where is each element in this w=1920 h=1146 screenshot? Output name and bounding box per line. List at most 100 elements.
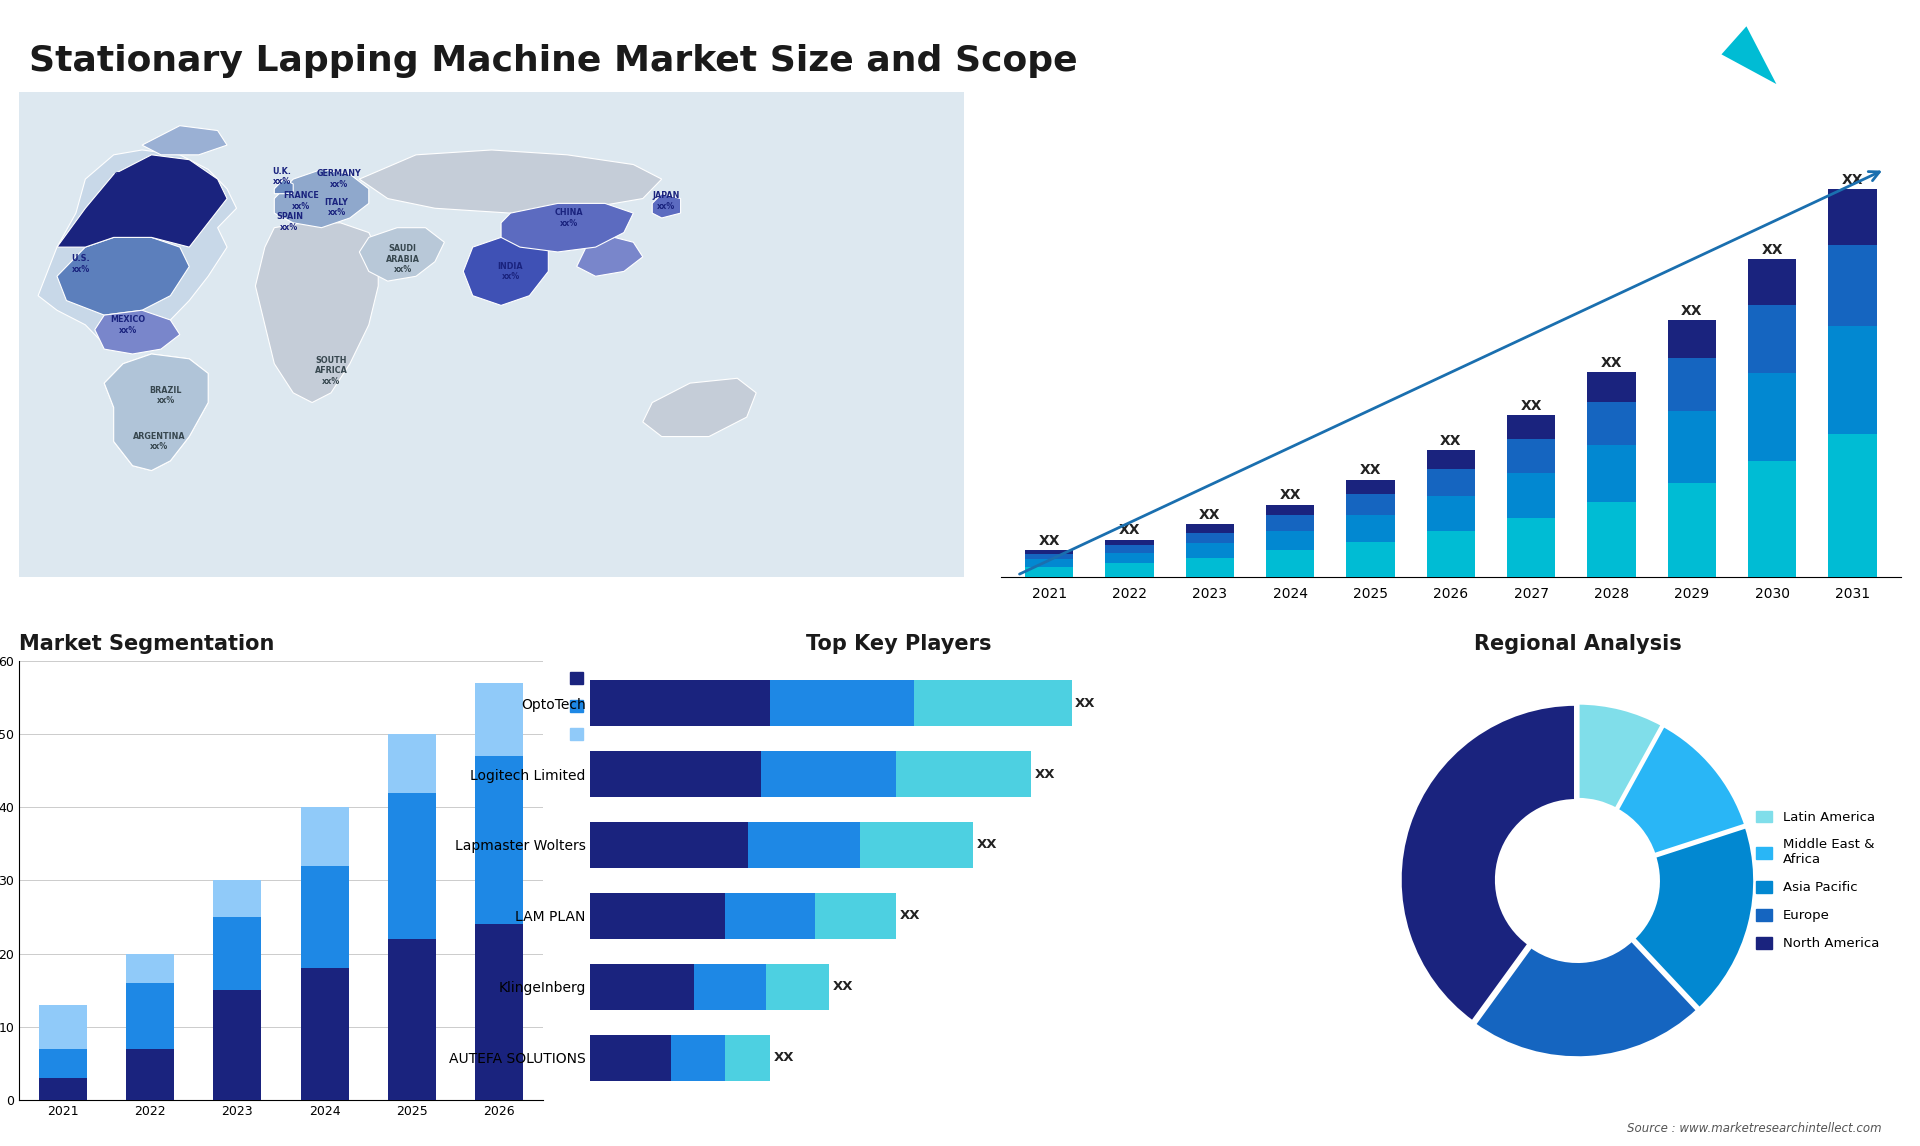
Bar: [127, 953, 175, 983]
Bar: [1507, 415, 1555, 439]
Bar: [1106, 545, 1154, 554]
Text: CHINA
xx%: CHINA xx%: [555, 209, 584, 228]
Bar: [1187, 525, 1235, 533]
Bar: [1187, 558, 1235, 578]
Text: ARGENTINA
xx%: ARGENTINA xx%: [132, 432, 186, 452]
Polygon shape: [104, 354, 207, 471]
Bar: [1668, 320, 1716, 358]
Text: XX: XX: [1601, 355, 1622, 370]
Legend: Application, Product, Geography: Application, Product, Geography: [564, 668, 676, 746]
Text: XX: XX: [1279, 488, 1302, 502]
Bar: [1265, 504, 1315, 516]
Bar: [213, 917, 261, 990]
Bar: [726, 1035, 770, 1081]
Polygon shape: [104, 354, 207, 471]
Bar: [1588, 502, 1636, 578]
Polygon shape: [142, 126, 227, 155]
Text: Source : www.marketresearchintellect.com: Source : www.marketresearchintellect.com: [1626, 1122, 1882, 1135]
Polygon shape: [359, 150, 662, 213]
Bar: [591, 822, 747, 868]
Bar: [1427, 450, 1475, 469]
Bar: [38, 1049, 86, 1078]
Title: Regional Analysis: Regional Analysis: [1473, 634, 1682, 653]
Polygon shape: [463, 237, 549, 305]
Bar: [1668, 411, 1716, 484]
Bar: [1025, 566, 1073, 578]
Bar: [127, 1049, 175, 1100]
Bar: [1588, 446, 1636, 502]
Polygon shape: [19, 92, 964, 578]
Text: XX: XX: [1035, 768, 1056, 780]
Bar: [1747, 306, 1797, 372]
Polygon shape: [653, 194, 680, 218]
Text: XX: XX: [1200, 508, 1221, 523]
Bar: [1187, 543, 1235, 558]
Text: XX: XX: [1682, 304, 1703, 317]
Bar: [1668, 358, 1716, 411]
Bar: [474, 756, 522, 925]
Wedge shape: [1475, 940, 1697, 1058]
Bar: [591, 681, 770, 727]
Bar: [1747, 259, 1797, 306]
Bar: [1346, 542, 1394, 578]
Bar: [747, 822, 860, 868]
Wedge shape: [1578, 702, 1663, 809]
Bar: [213, 880, 261, 917]
Bar: [591, 893, 726, 939]
Bar: [766, 964, 829, 1010]
Polygon shape: [58, 155, 227, 248]
Text: XX: XX: [774, 1051, 795, 1065]
Text: MARKET
RESEARCH
INTELLECT: MARKET RESEARCH INTELLECT: [1791, 29, 1839, 63]
Bar: [1106, 540, 1154, 545]
Text: U.S.
xx%: U.S. xx%: [71, 254, 90, 274]
Bar: [1507, 439, 1555, 473]
Bar: [1427, 469, 1475, 496]
Bar: [693, 964, 766, 1010]
Bar: [672, 1035, 726, 1081]
Text: SAUDI
ARABIA
xx%: SAUDI ARABIA xx%: [386, 244, 420, 274]
Bar: [770, 681, 914, 727]
Text: XX: XX: [1359, 463, 1380, 478]
Polygon shape: [38, 150, 236, 344]
Bar: [38, 1078, 86, 1100]
Bar: [1747, 372, 1797, 461]
Bar: [591, 1035, 672, 1081]
Bar: [301, 807, 349, 865]
Bar: [213, 990, 261, 1100]
Bar: [1106, 554, 1154, 563]
Bar: [1427, 496, 1475, 531]
Bar: [474, 925, 522, 1100]
Bar: [1265, 531, 1315, 550]
Polygon shape: [275, 179, 294, 194]
Bar: [1265, 516, 1315, 531]
Bar: [388, 793, 436, 939]
Polygon shape: [576, 237, 643, 276]
Polygon shape: [275, 170, 369, 228]
Text: BRAZIL
xx%: BRAZIL xx%: [150, 385, 182, 405]
Bar: [1747, 461, 1797, 578]
Polygon shape: [501, 203, 634, 252]
Bar: [897, 751, 1031, 798]
Bar: [1427, 531, 1475, 578]
Text: SPAIN
xx%: SPAIN xx%: [276, 212, 303, 231]
Legend: Latin America, Middle East &
Africa, Asia Pacific, Europe, North America: Latin America, Middle East & Africa, Asi…: [1751, 806, 1884, 956]
Text: MEXICO
xx%: MEXICO xx%: [109, 315, 146, 335]
Text: XX: XX: [975, 839, 996, 851]
Bar: [1025, 554, 1073, 559]
Bar: [1346, 494, 1394, 515]
Polygon shape: [359, 228, 444, 281]
Text: FRANCE
xx%: FRANCE xx%: [282, 191, 319, 211]
Bar: [388, 733, 436, 793]
Bar: [1588, 402, 1636, 446]
Wedge shape: [1634, 826, 1755, 1008]
Bar: [860, 822, 973, 868]
Text: JAPAN
xx%: JAPAN xx%: [653, 191, 680, 211]
Text: XX: XX: [833, 980, 852, 994]
Bar: [38, 1005, 86, 1049]
Polygon shape: [255, 222, 378, 402]
Text: CANADA
xx%: CANADA xx%: [113, 172, 152, 191]
Text: XX: XX: [1521, 399, 1542, 413]
Bar: [1187, 533, 1235, 543]
Bar: [474, 683, 522, 756]
Bar: [1346, 515, 1394, 542]
